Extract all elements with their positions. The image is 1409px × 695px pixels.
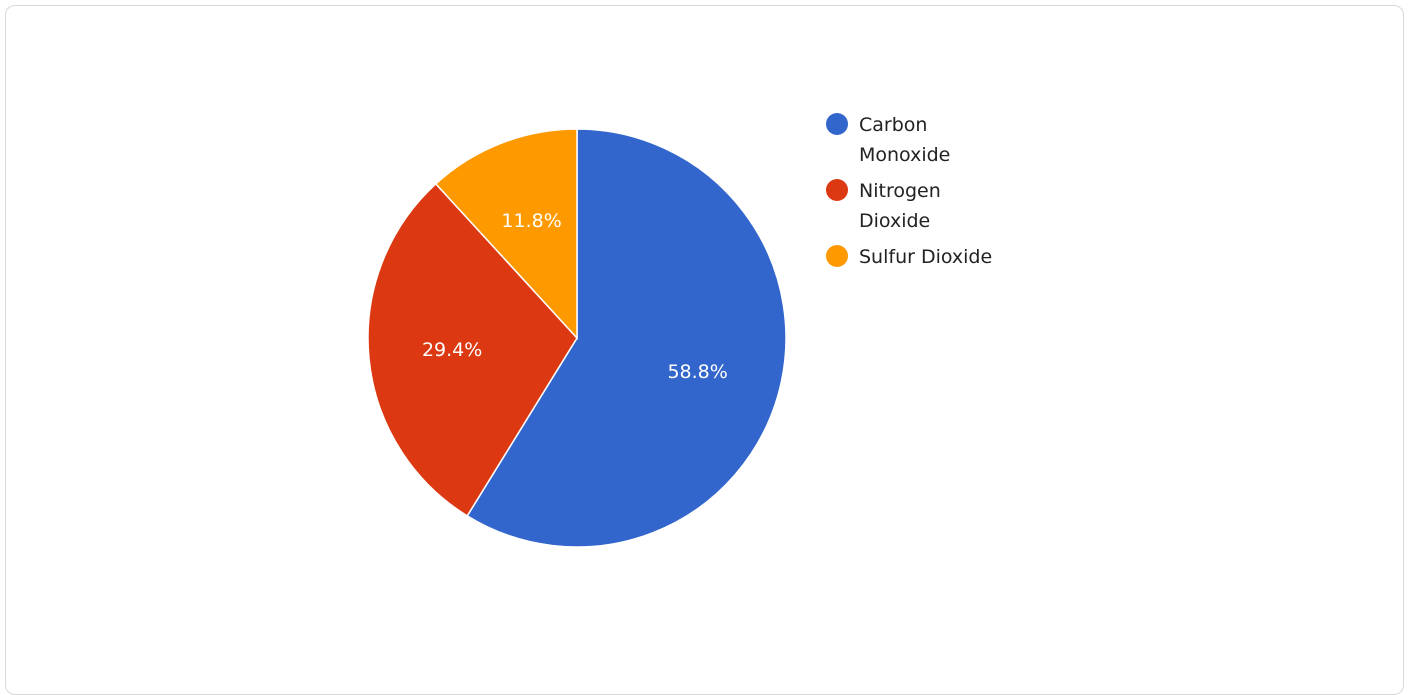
pie-slice-carbon-monoxide[interactable]: [466, 128, 787, 548]
legend-swatch-nitrogen-dioxide: [826, 179, 848, 201]
legend-swatch-sulfur-dioxide: [826, 245, 848, 267]
legend-label: Sulfur Dioxide: [859, 246, 993, 268]
legend-item-sulfur-dioxide[interactable]: Sulfur Dioxide: [826, 242, 1086, 272]
slice-value-label: 11.8%: [501, 210, 561, 232]
legend-item-carbon-monoxide[interactable]: Carbon Monoxide: [826, 110, 1086, 170]
pie-slice-nitrogen-dioxide[interactable]: [367, 182, 578, 517]
legend-label: Nitrogen Dioxide: [859, 180, 941, 232]
legend-label: Carbon Monoxide: [859, 114, 951, 166]
legend: Carbon Monoxide Nitrogen Dioxide Sulfur …: [826, 110, 1086, 278]
slice-value-label: 58.8%: [667, 361, 727, 383]
pie-slice-sulfur-dioxide[interactable]: [434, 128, 578, 340]
pie-chart: 58.8% 29.4% 11.8%: [367, 128, 787, 548]
legend-swatch-carbon-monoxide: [826, 113, 848, 135]
slice-value-label: 29.4%: [422, 339, 482, 361]
legend-item-nitrogen-dioxide[interactable]: Nitrogen Dioxide: [826, 176, 1086, 236]
